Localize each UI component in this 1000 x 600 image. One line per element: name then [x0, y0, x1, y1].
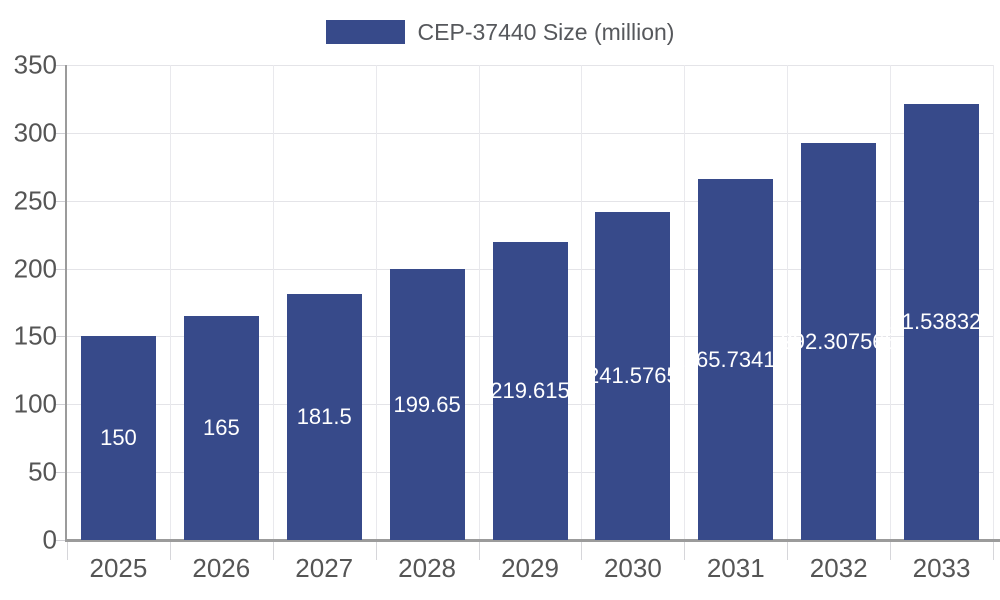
y-axis-tick — [54, 268, 67, 270]
y-axis-tick — [54, 472, 67, 474]
x-axis-tick — [375, 541, 377, 560]
gridline-vertical — [375, 65, 377, 540]
x-axis-tick — [787, 541, 789, 560]
gridline-horizontal — [67, 65, 993, 66]
x-axis-tick-label: 2029 — [501, 553, 559, 583]
gridline-vertical — [890, 65, 892, 540]
x-axis-line — [65, 539, 1000, 542]
y-axis-tick — [54, 65, 67, 66]
x-axis-tick-label: 2033 — [912, 553, 971, 583]
y-axis-tick — [54, 336, 67, 338]
x-axis-tick-label: 2026 — [192, 553, 251, 583]
gridline-vertical — [478, 65, 480, 540]
x-axis-tick-label: 2025 — [89, 553, 148, 583]
x-axis-tick — [272, 541, 274, 560]
bar-value-label: 165 — [202, 415, 240, 441]
gridline-horizontal — [67, 200, 993, 202]
y-axis-tick — [54, 404, 67, 406]
bar-2027[interactable]: 181.5 — [286, 293, 362, 540]
y-axis-tick-label: 0 — [42, 524, 57, 555]
bar-2030[interactable]: 241.5765 — [587, 212, 679, 540]
y-axis-tick-label: 100 — [13, 388, 57, 419]
y-axis-line — [65, 65, 67, 542]
bar-2028[interactable]: 199.65 — [389, 269, 465, 540]
gridline-vertical — [169, 65, 171, 540]
x-axis-tick — [478, 541, 480, 560]
bar-value-label: 241.5765 — [586, 363, 679, 389]
legend-label: CEP-37440 Size (million) — [417, 18, 675, 45]
x-axis-tick — [993, 541, 994, 560]
y-axis-tick-label: 350 — [13, 49, 57, 80]
gridline-vertical — [993, 65, 994, 540]
bar-value-label: 181.5 — [296, 403, 352, 429]
x-axis-tick — [169, 541, 171, 560]
x-axis-tick — [684, 541, 686, 560]
gridline-vertical — [272, 65, 274, 540]
x-axis-tick-label: 2032 — [809, 553, 868, 583]
bar-value-label: 219.615 — [490, 377, 570, 403]
x-axis-tick-label: 2031 — [706, 553, 765, 583]
x-axis-tick-label: 2030 — [603, 553, 662, 583]
x-axis-tick — [67, 541, 68, 560]
y-axis-tick — [54, 200, 67, 202]
x-axis-tick-label: 2027 — [295, 553, 354, 583]
y-axis-tick — [54, 132, 67, 134]
bar-value-label: 199.65 — [393, 391, 461, 417]
y-axis-tick-label: 300 — [13, 117, 57, 148]
bar-value-label: 321.5383215 — [877, 308, 1000, 334]
legend-swatch — [325, 20, 405, 44]
bar-2032[interactable]: 292.307565 — [781, 143, 897, 540]
x-axis-tick — [581, 541, 583, 560]
y-axis-tick — [54, 540, 67, 541]
bar-2026[interactable]: 165 — [183, 316, 259, 540]
bar-value-label: 292.307565 — [780, 328, 897, 354]
bar-2031[interactable]: 265.73415 — [684, 179, 788, 540]
bar-2033[interactable]: 321.5383215 — [877, 103, 1000, 540]
y-axis-tick-label: 250 — [13, 185, 57, 216]
y-axis-tick-label: 200 — [13, 253, 57, 284]
bar-2025[interactable]: 150 — [80, 336, 156, 540]
bar-2029[interactable]: 219.615 — [490, 241, 570, 540]
legend-item[interactable]: CEP-37440 Size (million) — [325, 18, 675, 46]
y-axis-tick-label: 150 — [13, 320, 57, 351]
y-axis-tick-label: 50 — [28, 456, 57, 487]
chart-legend: CEP-37440 Size (million) — [0, 17, 1000, 47]
gridline-horizontal — [67, 132, 993, 134]
bar-value-label: 150 — [100, 425, 137, 451]
x-axis-tick — [890, 541, 892, 560]
gridline-vertical — [787, 65, 789, 540]
gridline-vertical — [684, 65, 686, 540]
x-axis-tick-label: 2028 — [398, 553, 457, 583]
gridline-vertical — [581, 65, 583, 540]
bar-value-label: 265.73415 — [683, 346, 788, 372]
